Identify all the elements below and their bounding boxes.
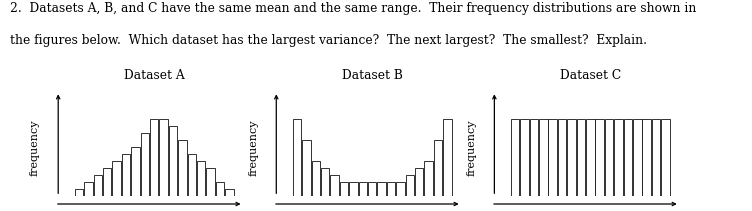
Text: frequency: frequency bbox=[30, 119, 40, 176]
Bar bbox=[131, 147, 140, 196]
Bar bbox=[103, 168, 111, 196]
Bar bbox=[225, 189, 234, 196]
Bar bbox=[511, 119, 520, 196]
Bar bbox=[293, 119, 302, 196]
Bar bbox=[302, 140, 311, 196]
Bar bbox=[520, 119, 529, 196]
Bar bbox=[614, 119, 623, 196]
Bar bbox=[378, 182, 386, 196]
Bar bbox=[168, 126, 177, 196]
Bar bbox=[405, 175, 414, 196]
Bar bbox=[159, 119, 168, 196]
Bar bbox=[206, 168, 215, 196]
Bar bbox=[150, 119, 159, 196]
Text: Dataset A: Dataset A bbox=[124, 69, 184, 82]
Bar bbox=[396, 182, 405, 196]
Bar bbox=[652, 119, 660, 196]
Bar bbox=[178, 140, 186, 196]
Bar bbox=[330, 175, 339, 196]
Bar bbox=[642, 119, 651, 196]
Bar bbox=[311, 161, 320, 196]
Bar bbox=[539, 119, 547, 196]
Bar bbox=[623, 119, 632, 196]
Bar bbox=[661, 119, 670, 196]
Bar bbox=[197, 161, 205, 196]
Bar bbox=[216, 182, 224, 196]
Bar bbox=[529, 119, 538, 196]
Bar bbox=[424, 161, 433, 196]
Bar bbox=[187, 154, 196, 196]
Bar bbox=[387, 182, 396, 196]
Bar bbox=[415, 168, 423, 196]
Bar bbox=[558, 119, 566, 196]
Text: frequency: frequency bbox=[466, 119, 476, 176]
Bar bbox=[434, 140, 442, 196]
Text: 2.  Datasets A, B, and C have the same mean and the same range.  Their frequency: 2. Datasets A, B, and C have the same me… bbox=[10, 2, 696, 15]
Bar bbox=[112, 161, 121, 196]
Text: Dataset C: Dataset C bbox=[559, 69, 621, 82]
Bar bbox=[548, 119, 557, 196]
Bar bbox=[84, 182, 92, 196]
Bar bbox=[141, 133, 149, 196]
Bar bbox=[122, 154, 130, 196]
Bar bbox=[74, 189, 83, 196]
Bar bbox=[359, 182, 367, 196]
Bar bbox=[321, 168, 329, 196]
Text: the figures below.  Which dataset has the largest variance?  The next largest?  : the figures below. Which dataset has the… bbox=[10, 34, 647, 47]
Bar bbox=[586, 119, 595, 196]
Text: frequency: frequency bbox=[248, 119, 258, 176]
Bar bbox=[349, 182, 358, 196]
Bar bbox=[577, 119, 585, 196]
Bar bbox=[340, 182, 348, 196]
Text: Dataset B: Dataset B bbox=[342, 69, 402, 82]
Bar bbox=[443, 119, 452, 196]
Bar bbox=[605, 119, 614, 196]
Bar bbox=[633, 119, 641, 196]
Bar bbox=[93, 175, 102, 196]
Bar bbox=[368, 182, 377, 196]
Bar bbox=[596, 119, 604, 196]
Bar bbox=[567, 119, 576, 196]
